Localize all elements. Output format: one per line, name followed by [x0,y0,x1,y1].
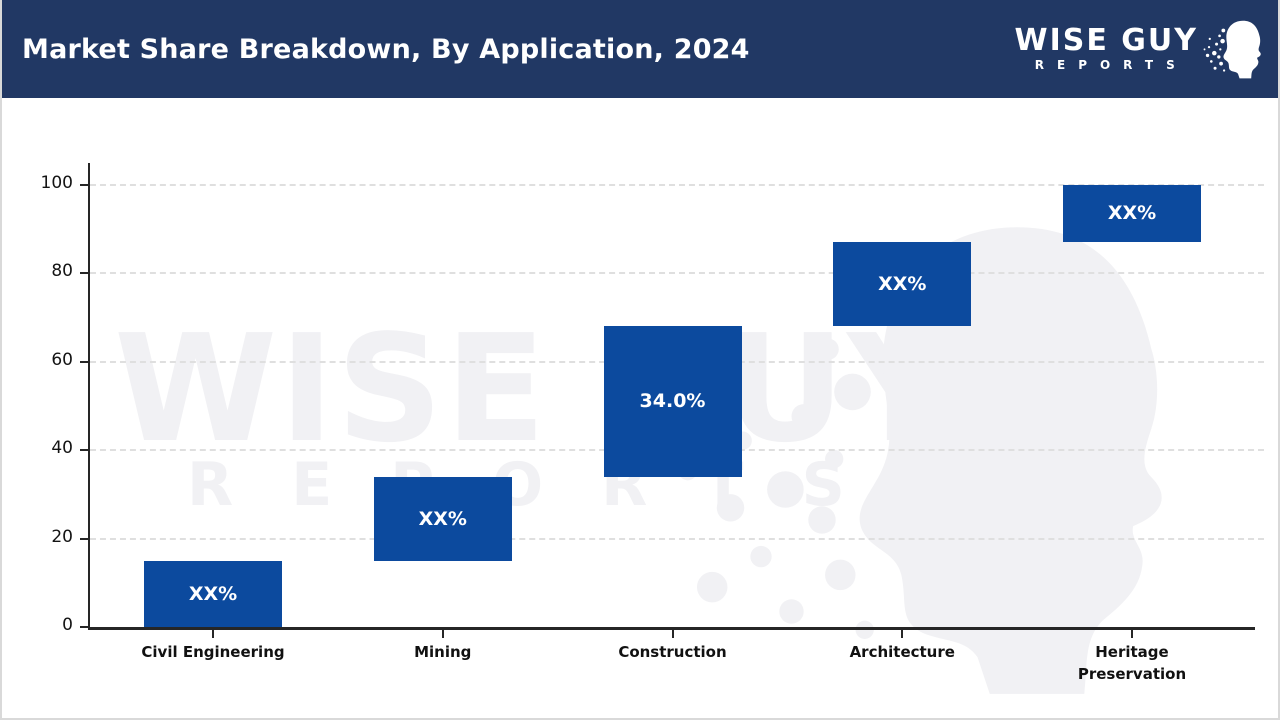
page-title: Market Share Breakdown, By Application, … [22,33,750,65]
y-tick-label: 60 [51,349,73,370]
brand-logo-name: WISE GUY [1014,23,1198,58]
bar-segment: XX% [1063,184,1201,243]
x-category-label: Construction [618,643,727,661]
x-category-label: Architecture [849,643,955,661]
y-tick-mark [80,449,90,451]
x-category-label: Civil Engineering [141,643,285,661]
brand-logo-sub: REPORTS [1034,58,1188,72]
x-category-label: Heritage Preservation [1077,643,1187,683]
watermark-head-icon [678,227,1162,694]
x-category-label: Mining [414,643,472,661]
y-axis-line [88,163,90,629]
bar-value-label: XX% [418,507,467,530]
x-tick-mark [441,630,444,638]
y-tick-mark [80,626,90,628]
x-axis-line [88,627,1255,630]
bar-value-label: 34.0% [639,390,706,413]
y-tick-mark [80,272,90,274]
watermark-wiseguy-text: WISE GUY [114,303,956,475]
bar-segment: XX% [144,560,282,627]
gridline-100 [90,183,1264,186]
brand-head-icon [1203,20,1261,79]
y-tick-label: 100 [40,172,73,193]
y-tick-mark [80,183,90,186]
gridline-80 [90,272,1264,274]
y-tick-label: 40 [51,438,73,458]
brand-logo-text: WISE GUY REPORTS [1014,25,1198,73]
header: Market Share Breakdown, By Application, … [2,0,1278,98]
x-tick-mark [901,630,904,638]
bar-value-label: XX% [188,582,238,605]
x-tick-mark [1131,630,1133,638]
bar-value-label: XX% [878,273,927,296]
y-tick-label: 0 [62,615,73,635]
y-tick-label: 80 [51,261,73,281]
bar-segment: 34.0% [603,326,742,477]
bar-segment: XX% [833,242,972,327]
brand-logo: WISE GUY REPORTS [1014,8,1264,90]
gridline-20 [90,537,1264,540]
x-tick-mark [212,630,214,638]
y-tick-mark [80,360,90,363]
x-tick-mark [671,630,674,638]
y-tick-mark [80,537,90,540]
y-tick-label: 20 [51,526,73,547]
bar-segment: XX% [373,476,512,561]
bar-value-label: XX% [1107,202,1157,225]
